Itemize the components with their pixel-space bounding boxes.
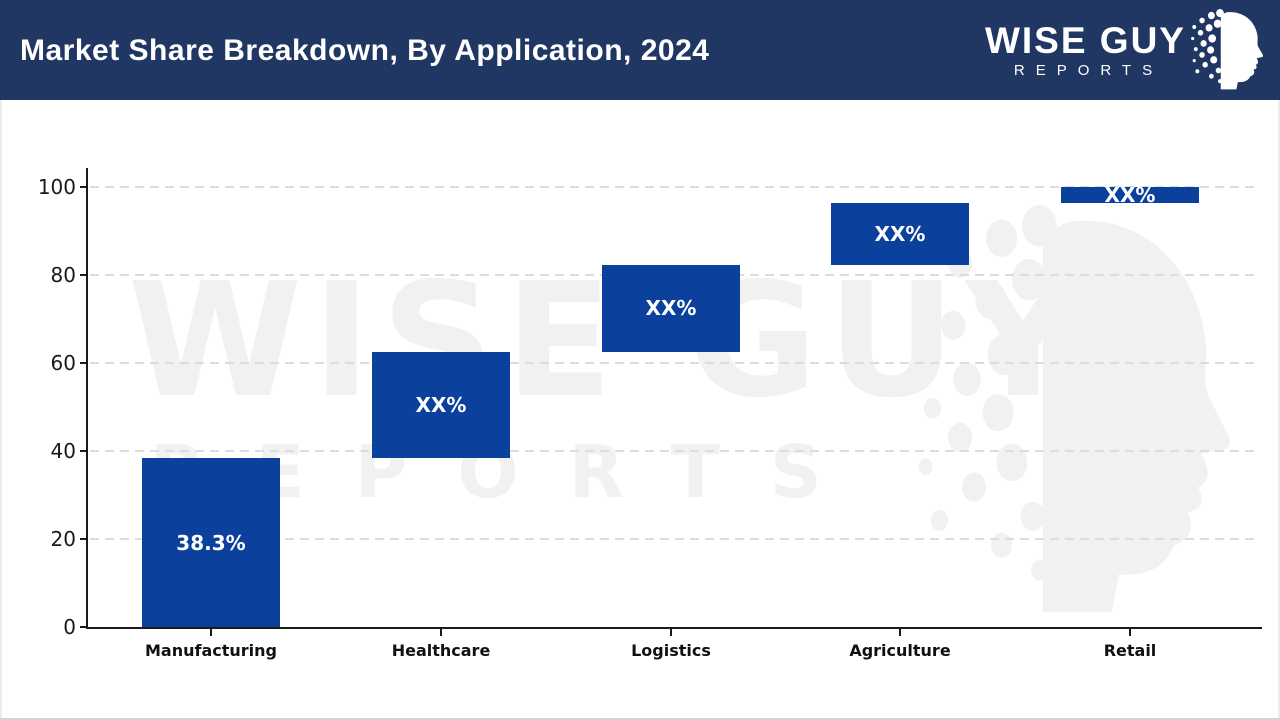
bar-agriculture: XX%: [831, 202, 969, 265]
bar-manufacturing: 38.3%: [142, 458, 280, 627]
bar-value-label: XX%: [645, 296, 697, 321]
bar-retail: XX%: [1061, 182, 1199, 207]
y-axis-tick: [80, 274, 88, 276]
x-axis-tick: [210, 629, 212, 636]
face-dots-icon: [1191, 9, 1264, 90]
y-tick-label: 20: [50, 527, 76, 551]
x-axis-tick: [1129, 629, 1131, 636]
bar-value-label: XX%: [415, 393, 467, 418]
x-category-label: Healthcare: [391, 641, 491, 660]
y-axis-tick: [80, 362, 88, 364]
y-axis-tick: [80, 626, 88, 628]
wise-guy-logo: WISE GUY REPORTS: [985, 8, 1266, 92]
header-band: Market Share Breakdown, By Application, …: [0, 0, 1280, 100]
logo-wordmark: WISE GUY: [984, 20, 1186, 61]
waterfall-chart: WISE GUY REPORTS 0 20 40 60 80 100 38.3% Manufa…: [0, 100, 1280, 718]
watermark-face-dots-icon: [911, 205, 1230, 612]
logo-text: WISE GUY REPORTS: [985, 22, 1186, 78]
bar-value-label: 38.3%: [176, 530, 246, 555]
bar-healthcare: XX%: [372, 352, 510, 459]
y-tick-label: 40: [50, 439, 76, 463]
y-axis-tick: [80, 186, 88, 188]
x-axis-tick: [670, 629, 672, 636]
grid-line: [90, 450, 1258, 452]
bar-value-label: XX%: [1104, 182, 1156, 207]
y-axis-tick: [80, 450, 88, 452]
x-category-label: Retail: [1103, 641, 1157, 660]
x-axis-tick: [899, 629, 901, 636]
x-category-label: Manufacturing: [145, 641, 277, 660]
page-border-left: [0, 100, 2, 720]
y-tick-label: 60: [50, 351, 76, 375]
page-title: Market Share Breakdown, By Application, …: [20, 34, 710, 67]
x-axis-tick: [440, 629, 442, 636]
y-tick-label: 100: [37, 175, 76, 199]
page-border-bottom: [0, 718, 1280, 720]
y-tick-label: 0: [63, 615, 76, 639]
logo-subtitle: REPORTS: [1013, 62, 1164, 79]
grid-line: [90, 538, 1258, 540]
bar-value-label: XX%: [874, 221, 926, 246]
page-border-right: [1278, 100, 1280, 720]
grid-line: [90, 362, 1258, 364]
grid-line: [90, 186, 1258, 188]
x-axis-spine: [86, 627, 1262, 629]
x-category-label: Agriculture: [849, 641, 951, 660]
y-tick-label: 80: [50, 263, 76, 287]
bar-logistics: XX%: [602, 264, 740, 352]
y-axis-spine: [86, 168, 88, 629]
y-axis-tick: [80, 538, 88, 540]
x-category-label: Logistics: [631, 641, 711, 660]
